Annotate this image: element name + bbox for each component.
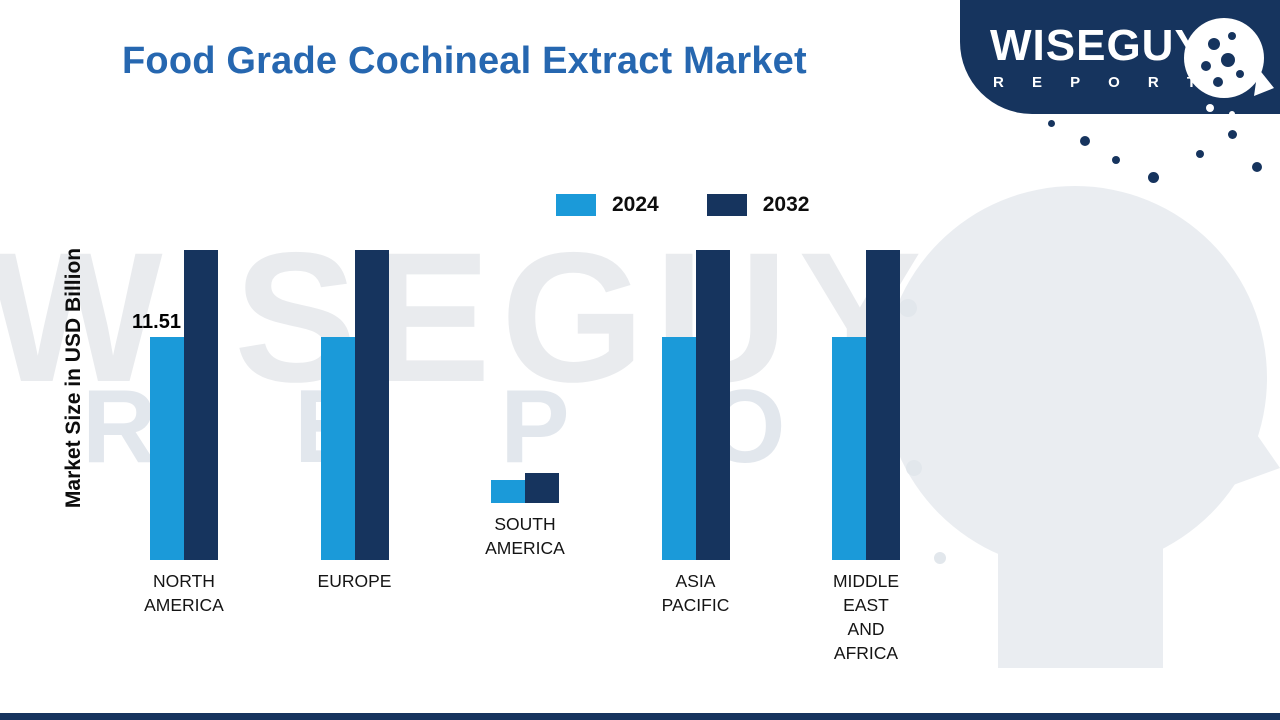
bar-pair: [320, 250, 389, 560]
bar-2024: [491, 479, 525, 503]
logo-reports-text: R E P O R T S: [993, 73, 1247, 91]
bar-2032: [866, 250, 900, 560]
bar-group: MIDDLE EAST AND AFRICA: [801, 250, 931, 663]
category-label: ASIA PACIFIC: [661, 571, 730, 616]
bar-pair: 11.51: [132, 250, 218, 560]
bar-group: SOUTH AMERICA: [460, 250, 590, 560]
bar-2024: 11.51: [132, 311, 184, 560]
category-label: EUROPE: [317, 571, 392, 591]
bar-2032: [695, 250, 730, 560]
decorative-dot: [1228, 130, 1237, 139]
footer-accent-bar: [0, 713, 1280, 720]
y-axis-label: Market Size in USD Billion: [62, 247, 85, 509]
legend-label-2024: 2024: [612, 193, 659, 216]
logo-brand-text: WISEGUY: [990, 20, 1205, 70]
decorative-dot: [1048, 120, 1055, 127]
watermark-head-silhouette: [883, 186, 1280, 668]
decorative-dot: [1252, 162, 1262, 172]
decorative-dot: [1080, 136, 1090, 146]
logo-head-icon: [1184, 18, 1274, 117]
chart-legend: 2024 2032: [556, 193, 809, 217]
bar-pair: [832, 250, 900, 560]
bar-2024: [661, 337, 696, 560]
decorative-dot: [1148, 172, 1159, 183]
legend-swatch-2032: [706, 194, 747, 216]
bar-value-label: 11.51: [132, 311, 181, 333]
bar-2024: [320, 337, 355, 560]
category-label: MIDDLE EAST AND AFRICA: [832, 571, 900, 664]
bar-pair: [661, 250, 730, 560]
bar-group: EUROPE: [290, 250, 420, 591]
bar-group: ASIA PACIFIC: [631, 250, 761, 615]
bar-2024: [832, 337, 866, 560]
category-label: NORTH AMERICA: [144, 571, 224, 616]
wiseguy-logo: WISEGUY R E P O R T S: [960, 0, 1280, 117]
bar-chart-plot: 11.51 NORTH AMERICA EUROPE SOUTH AMERICA ASIA P…: [119, 250, 931, 663]
chart-title: Food Grade Cochineal Extract Market: [122, 40, 807, 82]
legend-swatch-2024: [556, 194, 596, 216]
bar-2032: [525, 472, 559, 503]
logo-text-block: WISEGUY R E P O R T S: [990, 20, 1247, 91]
category-label: SOUTH AMERICA: [485, 513, 565, 558]
decorative-dot: [1196, 150, 1204, 158]
decorative-dot: [1112, 156, 1120, 164]
legend-item-2024: 2024: [556, 193, 659, 217]
bar-group: 11.51 NORTH AMERICA: [119, 250, 249, 615]
bar-pair: [491, 250, 559, 503]
bar-2032: [184, 250, 218, 560]
legend-label-2032: 2032: [762, 193, 810, 216]
legend-item-2032: 2032: [706, 193, 810, 217]
bar-2032: [354, 250, 389, 560]
